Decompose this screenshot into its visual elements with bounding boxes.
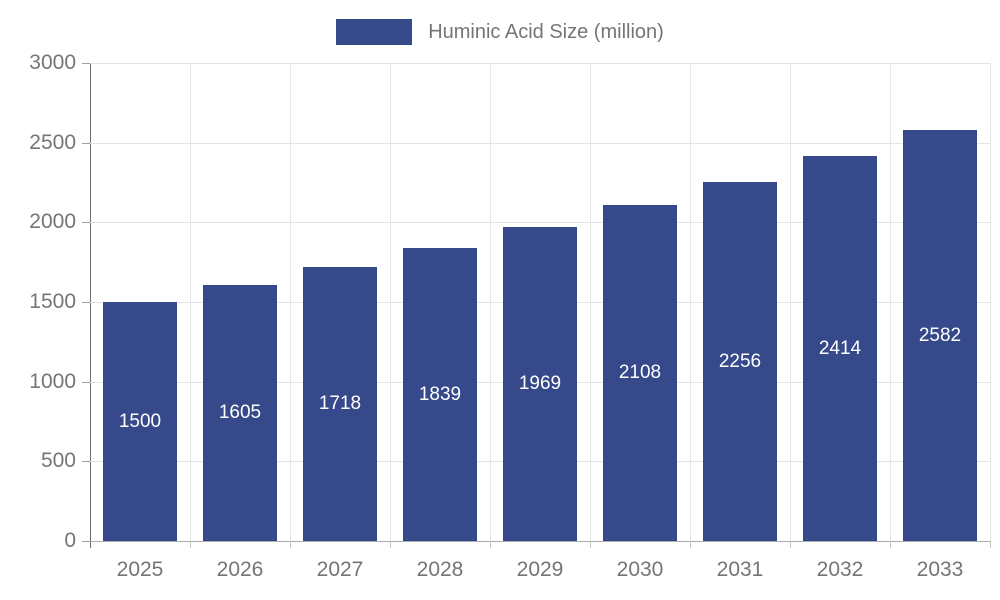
- x-axis-tick: [690, 541, 691, 548]
- bar-2031: 2256: [703, 182, 777, 541]
- x-tick-label: 2025: [116, 558, 164, 581]
- bar-2029: 1969: [503, 227, 577, 541]
- x-axis-tick: [290, 541, 291, 548]
- x-axis-tick: [990, 541, 991, 548]
- v-gridline: [390, 63, 391, 541]
- bar-2033: 2582: [903, 130, 977, 541]
- bar-2032: 2414: [803, 156, 877, 541]
- bar-value-label: 1839: [418, 383, 462, 405]
- plot-area: 1500 1605 1718 1839 1969 2108 2256 2414 2582: [90, 63, 991, 542]
- v-gridline: [890, 63, 891, 541]
- h-gridline: [90, 63, 990, 64]
- v-gridline: [990, 63, 991, 541]
- bar-2027: 1718: [303, 267, 377, 541]
- v-gridline: [190, 63, 191, 541]
- bar-value-label: 1605: [218, 402, 262, 423]
- x-tick-label: 2030: [616, 558, 664, 581]
- x-tick-label: 2031: [716, 558, 764, 581]
- y-axis-line: [90, 63, 91, 548]
- bar-2030: 2108: [603, 205, 677, 541]
- y-tick-label: 1000: [29, 370, 76, 393]
- v-gridline: [690, 63, 691, 541]
- x-tick-label: 2027: [316, 558, 364, 581]
- x-axis-tick: [190, 541, 191, 548]
- y-tick-label: 0: [64, 529, 76, 552]
- bar-2026: 1605: [203, 285, 277, 541]
- y-tick-label: 2000: [29, 210, 76, 233]
- bar-value-label: 2108: [618, 362, 662, 383]
- v-gridline: [290, 63, 291, 541]
- x-tick-label: 2026: [216, 558, 264, 581]
- y-axis-tick: [82, 302, 90, 303]
- y-tick-label: 2500: [29, 131, 76, 154]
- x-tick-label: 2028: [416, 558, 464, 581]
- legend-swatch: [336, 19, 413, 45]
- bar-value-label: 1718: [318, 393, 362, 414]
- x-tick-label: 2033: [916, 558, 964, 581]
- y-axis-tick: [82, 461, 90, 462]
- legend: Huminic Acid Size (million): [0, 14, 1000, 50]
- bar-value-label: 2582: [918, 324, 962, 346]
- bar-value-label: 2414: [818, 337, 862, 359]
- x-axis-tick: [590, 541, 591, 548]
- v-gridline: [790, 63, 791, 541]
- x-axis-tick: [490, 541, 491, 548]
- x-axis-tick: [390, 541, 391, 548]
- bar-value-label: 2256: [718, 350, 762, 372]
- x-tick-label: 2029: [516, 558, 564, 581]
- bar-2025: 1500: [103, 302, 177, 541]
- h-gridline: [90, 541, 990, 542]
- legend-label: Huminic Acid Size (million): [428, 20, 664, 43]
- x-axis-tick: [790, 541, 791, 548]
- x-axis-tick: [890, 541, 891, 548]
- y-axis-tick: [82, 222, 90, 223]
- bar-value-label: 1500: [118, 410, 162, 432]
- h-gridline: [90, 222, 990, 223]
- y-tick-label: 1500: [29, 290, 76, 313]
- x-tick-label: 2032: [816, 558, 864, 581]
- y-tick-label: 500: [40, 449, 76, 472]
- y-axis-tick: [82, 143, 90, 144]
- v-gridline: [590, 63, 591, 541]
- h-gridline: [90, 143, 990, 144]
- y-axis-tick: [82, 541, 90, 542]
- y-tick-label: 3000: [29, 51, 76, 74]
- v-gridline: [490, 63, 491, 541]
- y-axis-tick: [82, 382, 90, 383]
- y-axis-tick: [82, 63, 90, 64]
- bar-2028: 1839: [403, 248, 477, 541]
- bar-value-label: 1969: [518, 373, 562, 394]
